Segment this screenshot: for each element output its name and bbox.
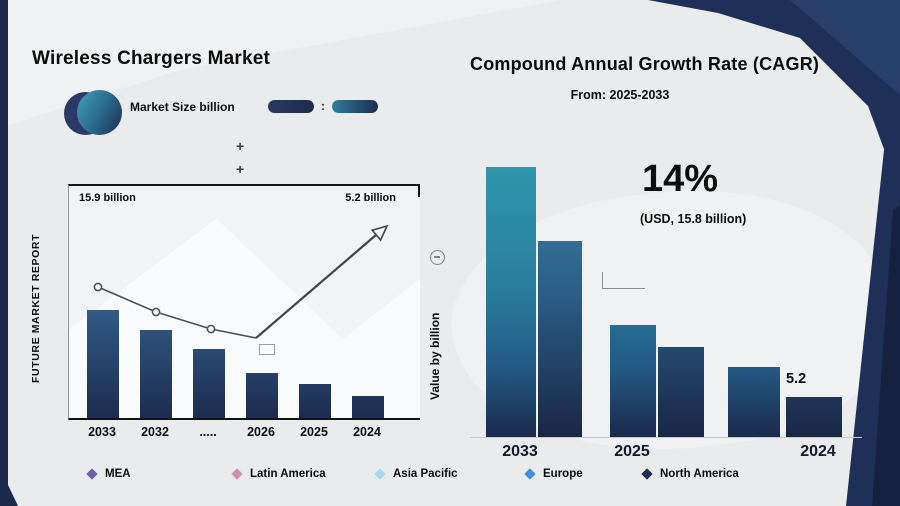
right-x-axis: 2033 2025 2024: [470, 443, 874, 463]
cagr-note: (USD, 15.8 billion): [640, 212, 747, 226]
left-chart-bar: [246, 373, 278, 418]
market-size-legend-label: Market Size billion: [130, 100, 235, 114]
right-chart-bar: [728, 367, 780, 437]
right-axis-label: 2024: [800, 443, 836, 460]
left-axis-label: 2024: [353, 425, 381, 439]
value-by-billion-axis-label: Value by billion: [428, 312, 442, 400]
cagr-title: Compound Annual Growth Rate (CAGR): [470, 54, 820, 74]
legend-label: Europe: [543, 468, 583, 480]
start-value-annotation: 15.9 billion: [79, 192, 136, 204]
legend-label: MEA: [105, 468, 131, 480]
right-chart-bar: [610, 325, 656, 437]
right-chart-bar: [658, 347, 704, 437]
left-axis-label: .....: [199, 425, 217, 439]
value-data-label: 5.2: [786, 371, 807, 387]
legend-pill-separator: :: [321, 99, 325, 113]
legend-label: North America: [660, 468, 739, 480]
left-chart-bar: [299, 384, 331, 418]
plus-decoration-1: +: [236, 138, 245, 154]
legend-label: Latin America: [250, 468, 326, 480]
pie-icon-front-slice: [77, 90, 122, 135]
right-chart-bar: [538, 241, 582, 437]
legend-diamond-icon: [524, 468, 536, 480]
axis-tick: [418, 184, 420, 197]
legend-pills: :: [268, 99, 378, 113]
right-chart-bar: [786, 397, 842, 437]
right-axis-label: 2025: [614, 443, 650, 460]
left-chart-bar: [140, 330, 172, 418]
region-legend: MEA Latin America Asia Pacific Europe North …: [0, 465, 900, 489]
cagr-bar-chart: [470, 157, 874, 437]
right-axis-label: 2033: [502, 443, 538, 460]
right-chart-baseline: [470, 437, 862, 438]
step-decoration: [602, 272, 645, 289]
cagr-subtitle: From: 2025-2033: [570, 88, 670, 102]
left-axis-label: 2033: [88, 425, 116, 439]
legend-item: Europe: [524, 465, 583, 483]
end-value-annotation: 5.2 billion: [345, 192, 396, 204]
legend-pill-teal: [332, 99, 378, 113]
legend-item: Asia Pacific: [374, 465, 458, 483]
left-axis-label: 2025: [300, 425, 328, 439]
legend-diamond-icon: [374, 468, 386, 480]
left-chart-bar: [352, 396, 384, 418]
left-axis-label: 2032: [141, 425, 169, 439]
left-bars-group: [69, 186, 420, 418]
left-x-axis: 2033 2032..... 2026 2025 2024: [68, 425, 420, 443]
left-axis-label: 2026: [247, 425, 275, 439]
circle-minus-icon: [430, 250, 445, 265]
cagr-value: 14%: [642, 158, 719, 200]
legend-pill-navy: [268, 99, 314, 113]
legend-item: Latin America: [231, 465, 326, 483]
legend-item: North America: [641, 465, 739, 483]
legend-diamond-icon: [86, 468, 98, 480]
legend-diamond-icon: [641, 468, 653, 480]
small-rect-decoration: [259, 344, 275, 355]
left-edge-strip: [0, 0, 8, 506]
market-size-bar-chart: 15.9 billion 5.2 billion: [68, 184, 420, 420]
left-chart-bar: [193, 349, 225, 418]
plus-decoration-2: +: [236, 161, 245, 177]
left-chart-bar: [87, 310, 119, 418]
right-chart-bar: [486, 167, 536, 437]
market-size-pie-icon: [64, 90, 124, 136]
legend-item: MEA: [86, 465, 131, 483]
trend-line-arrow: [93, 224, 389, 339]
legend-label: Asia Pacific: [393, 468, 458, 480]
future-market-report-label: FUTURE MARKET REPORT: [30, 233, 42, 383]
legend-diamond-icon: [231, 468, 243, 480]
left-chart-title: Wireless Chargers Market: [32, 48, 271, 69]
